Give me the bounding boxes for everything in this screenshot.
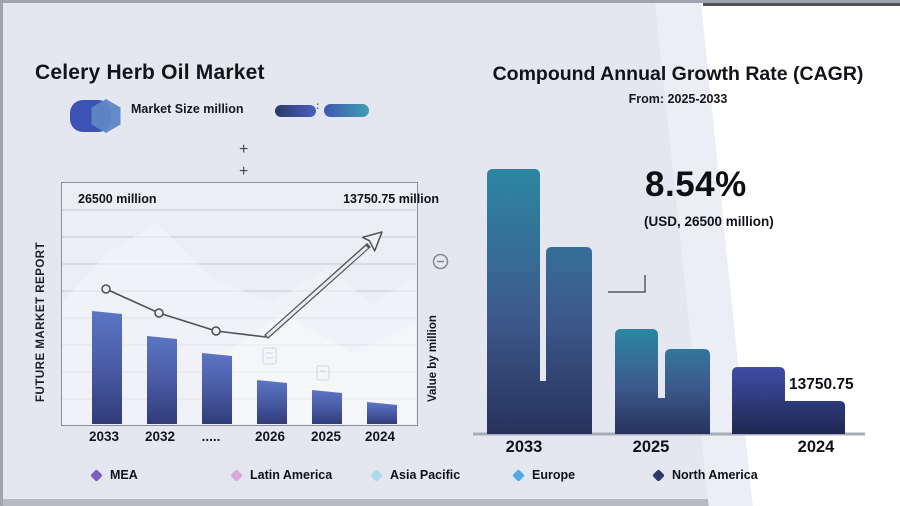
legend-item-europe: Europe (512, 468, 576, 482)
bar-2026 (257, 380, 287, 424)
cagr-title: Compound Annual Growth Rate (CAGR) (492, 63, 864, 85)
bar-2032 (147, 336, 177, 424)
cagr-x-label-2025: 2025 (632, 438, 670, 456)
diamond-marker-icon (652, 468, 665, 482)
line-marker (154, 308, 164, 318)
bar-2025 (312, 390, 342, 424)
x-label-2024: 2024 (364, 429, 396, 444)
bar-group-2024 (732, 367, 845, 434)
bar-group-2033 (487, 169, 592, 434)
forecast-bars (92, 311, 397, 424)
plus-mark-icon: + (239, 141, 249, 158)
legend-item-latin-america: Latin America (230, 468, 333, 482)
diamond-marker-icon (90, 468, 103, 482)
document-icon (262, 347, 330, 381)
diamond-marker-icon (230, 468, 243, 482)
end-value-label: 13750.75 million (343, 192, 439, 206)
watermark-vertical: FUTURE MARKET REPORT (35, 241, 47, 403)
x-label-dots: ..... (201, 429, 221, 444)
legend-item-north-america: North America (652, 468, 758, 482)
cagr-2024-value: 13750.75 (789, 376, 854, 393)
diamond-marker-icon (370, 468, 383, 482)
cagr-x-label-2024: 2024 (797, 438, 835, 456)
x-label-2033: 2033 (88, 429, 120, 444)
forecast-chart-plot (62, 209, 416, 424)
forecast-chart-panel: 26500 million 13750.75 million (61, 182, 439, 426)
x-label-2025: 2025 (310, 429, 342, 444)
legend-label: North America (672, 468, 758, 482)
legend-item-asia-pacific: Asia Pacific (370, 468, 461, 482)
bar-group-2025 (615, 329, 710, 434)
legend-item-mea: MEA (90, 468, 138, 482)
market-size-label: Market Size million (131, 102, 244, 116)
y-axis-label: Value by million (427, 315, 439, 403)
legend-label: Europe (532, 468, 576, 482)
x-label-2032: 2032 (144, 429, 176, 444)
cagr-x-label-2033: 2033 (505, 438, 543, 456)
line-marker (211, 326, 221, 336)
diamond-marker-icon (512, 468, 525, 482)
x-label-2026: 2026 (254, 429, 286, 444)
line-marker (101, 284, 111, 294)
pill-colon: : (316, 101, 320, 112)
bar-2033 (92, 311, 122, 424)
cagr-rate-value: 8.54% (645, 165, 747, 204)
arrowhead-icon (361, 231, 383, 252)
cagr-usd-note: (USD, 26500 million) (644, 214, 774, 229)
cagr-period: From: 2025-2033 (628, 92, 728, 106)
market-size-icon (69, 96, 123, 136)
gradient-pill-teal (324, 104, 369, 117)
growth-arrow (264, 231, 383, 340)
plus-mark-icon: + (239, 163, 249, 180)
trend-line (101, 284, 267, 338)
legend-label: Latin America (250, 468, 333, 482)
legend-label: Asia Pacific (390, 468, 461, 482)
bar-dots (202, 353, 232, 424)
page-title: Celery Herb Oil Market (35, 61, 265, 84)
start-value-label: 26500 million (78, 192, 157, 206)
cagr-chart-plot (473, 169, 865, 436)
bracket-decor (608, 275, 646, 293)
legend-label: MEA (110, 468, 138, 482)
bar-2024 (367, 402, 397, 424)
circle-minus-icon (432, 253, 449, 270)
gradient-pill-dark (275, 105, 316, 117)
